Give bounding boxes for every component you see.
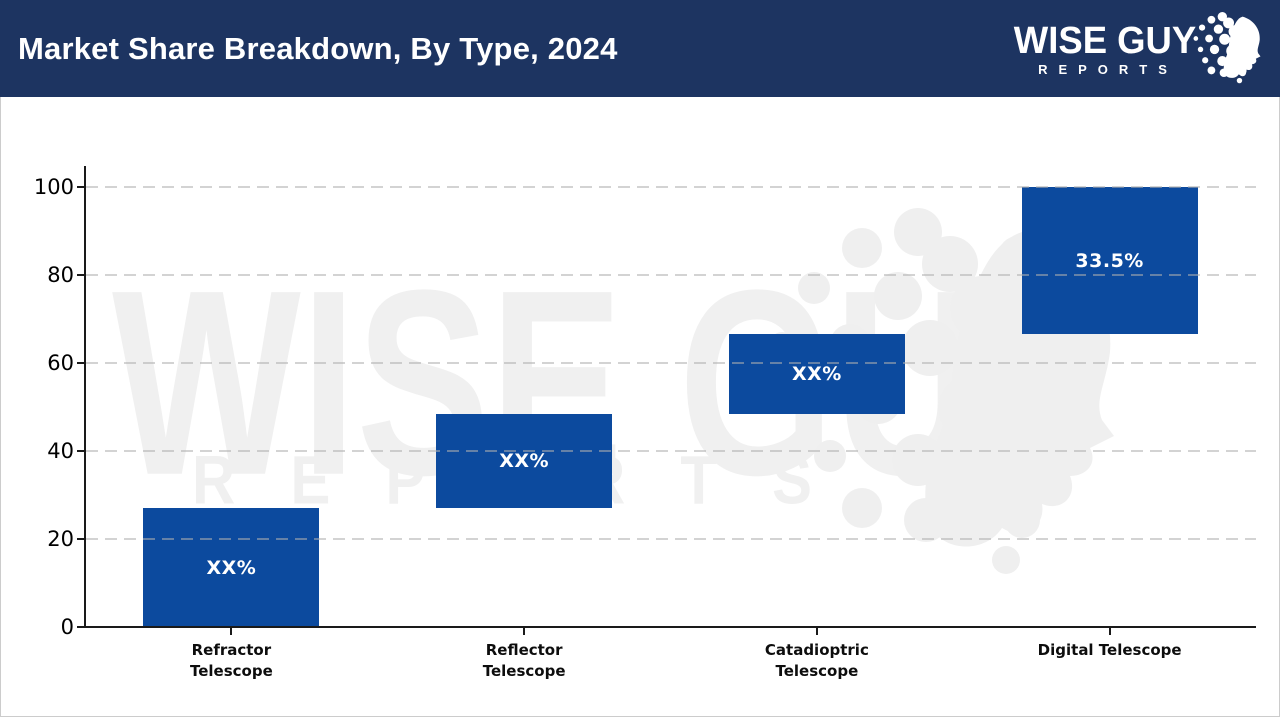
bar-value-label: XX% (206, 556, 257, 579)
y-tick-label: 60 (47, 351, 74, 375)
x-category-line: Telescope (775, 662, 859, 680)
logo-face-icon (1193, 11, 1261, 83)
gridline-80 (86, 274, 1256, 276)
y-tick-label: 20 (47, 527, 74, 551)
x-category-label: Catadioptric Telescope (697, 640, 937, 682)
y-axis-line (84, 166, 86, 628)
x-category-line: Telescope (189, 662, 273, 680)
gridline-60 (86, 362, 1256, 364)
wiseguy-logo: WISE GUY REPORTS (1010, 11, 1266, 86)
y-tick-label: 100 (33, 175, 74, 199)
gridline-20 (86, 538, 1256, 540)
header-bar: Market Share Breakdown, By Type, 2024 WI… (0, 0, 1280, 97)
x-category-line: Digital Telescope (1037, 641, 1182, 659)
bar-value-label: 33.5% (1075, 249, 1144, 272)
gridline-100 (86, 186, 1256, 188)
x-tick (230, 628, 233, 635)
chart-title: Market Share Breakdown, By Type, 2024 (18, 30, 618, 66)
y-tick-label: 40 (47, 439, 74, 463)
x-tick (815, 628, 818, 635)
waterfall-bar: XX% (728, 334, 905, 414)
y-tick (77, 186, 84, 188)
y-tick (77, 362, 84, 364)
x-tick (1108, 628, 1111, 635)
y-tick (77, 274, 84, 276)
logo-wordmark: WISE GUY (1013, 19, 1197, 62)
y-tick-label: 0 (60, 615, 74, 639)
y-tick (77, 538, 84, 540)
waterfall-bar: 33.5% (1021, 187, 1198, 335)
logo-subtext: REPORTS (1038, 61, 1178, 77)
x-category-line: Catadioptric (764, 641, 869, 659)
y-tick (77, 626, 84, 628)
x-category-label: Digital Telescope (990, 640, 1230, 661)
x-axis-line (84, 626, 1256, 628)
x-category-line: Reflector (485, 641, 563, 659)
logo-text: WISE GUY REPORTS (1010, 21, 1200, 77)
x-category-line: Telescope (482, 662, 566, 680)
x-category-label: Reflector Telescope (404, 640, 644, 682)
bar-value-label: XX% (499, 449, 550, 472)
x-tick (523, 628, 526, 635)
bar-value-label: XX% (791, 362, 842, 385)
x-category-label: Refractor Telescope (111, 640, 351, 682)
x-category-line: Refractor (191, 641, 272, 659)
y-tick (77, 450, 84, 452)
waterfall-bar: XX% (143, 508, 320, 627)
y-tick-label: 80 (47, 263, 74, 287)
waterfall-bar: XX% (436, 413, 613, 509)
gridline-40 (86, 450, 1256, 452)
